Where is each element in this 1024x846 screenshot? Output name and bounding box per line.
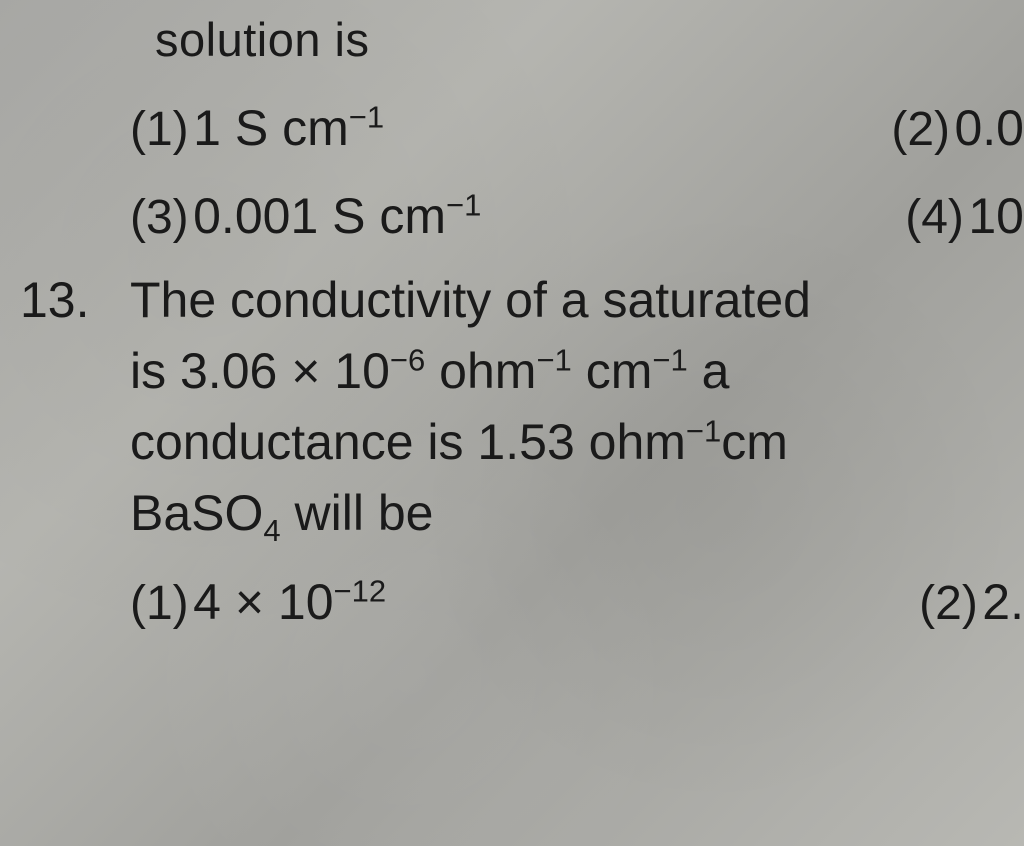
option-text: 10 [968, 188, 1024, 244]
option-text: 2. [982, 574, 1024, 630]
q12-option-row-2: (3) 0.001 S cm−1 (4) 10 [0, 187, 1024, 245]
fragment-header: solution is [0, 12, 1024, 67]
q12-option-2: (2) 0.0 [891, 99, 1024, 157]
option-text: 4 × 10−12 [193, 574, 386, 630]
option-number: (1) [130, 576, 189, 631]
q12-option-4: (4) 10 [905, 187, 1024, 245]
question-line-2: is 3.06 × 10−6 ohm−1 cm−1 a [130, 336, 1024, 407]
option-number: (2) [891, 102, 950, 157]
question-13: 13. The conductivity of a saturated is 3… [0, 265, 1024, 549]
question-line-1: The conductivity of a saturated [130, 265, 1024, 336]
q13-option-1: (1) 4 × 10−12 [130, 573, 919, 631]
option-text: 0.001 S cm−1 [193, 188, 481, 244]
option-number: (1) [130, 102, 189, 157]
question-line-3: conductance is 1.53 ohm−1cm [130, 407, 1024, 478]
option-text: 1 S cm−1 [193, 100, 384, 156]
option-text: 0.0 [954, 100, 1024, 156]
q12-option-3: (3) 0.001 S cm−1 [0, 187, 905, 245]
q13-option-row-1: (1) 4 × 10−12 (2) 2. [0, 573, 1024, 631]
question-number: 13. [20, 265, 90, 336]
q13-option-2: (2) 2. [919, 573, 1024, 631]
option-number: (4) [905, 190, 964, 245]
q12-option-row-1: (1) 1 S cm−1 (2) 0.0 [0, 95, 1024, 157]
option-number: (3) [130, 190, 189, 245]
textbook-page: solution is (1) 1 S cm−1 (2) 0.0 (3) 0.0… [0, 0, 1024, 631]
question-line-4: BaSO4 will be [130, 478, 1024, 549]
q12-option-1: (1) 1 S cm−1 [0, 99, 891, 157]
option-number: (2) [919, 576, 978, 631]
